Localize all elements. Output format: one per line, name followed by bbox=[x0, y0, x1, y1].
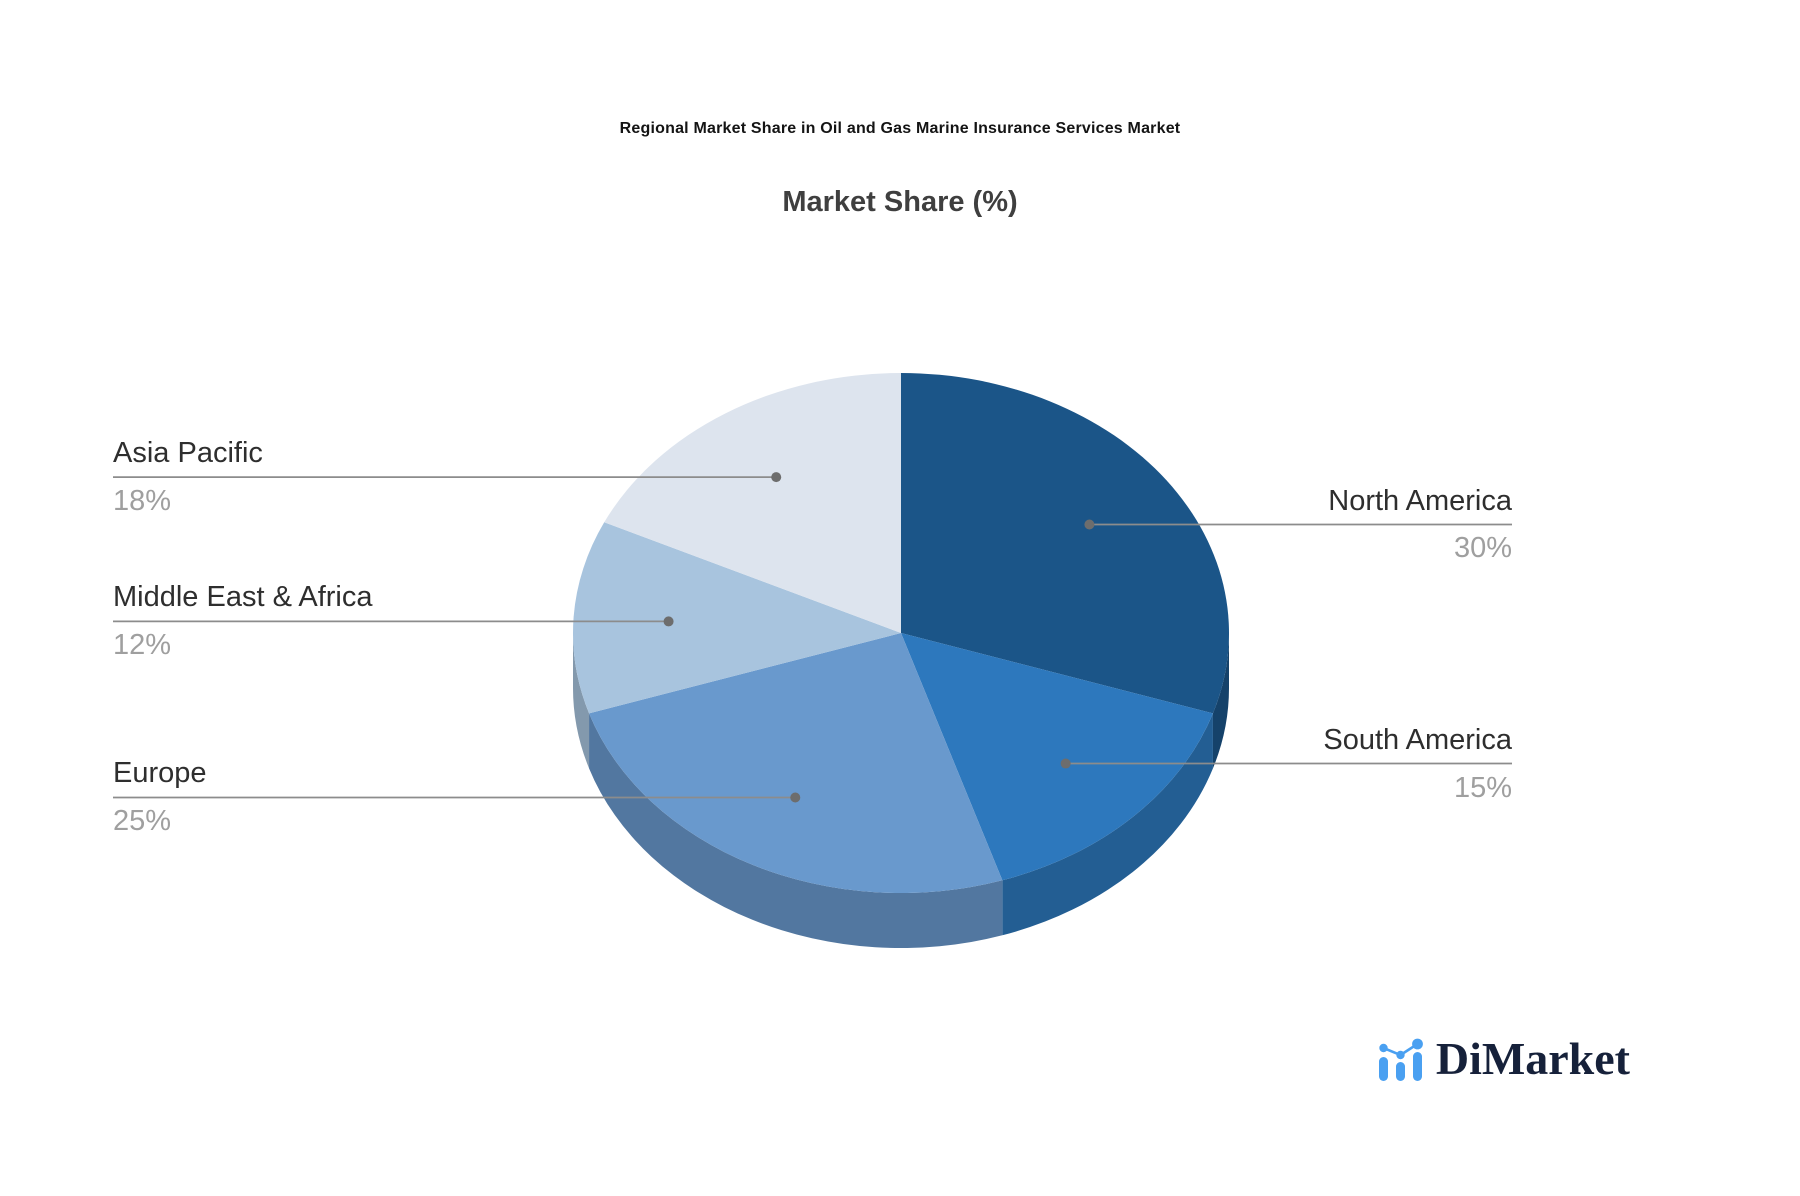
pie-slice-north-america[interactable] bbox=[901, 372, 1229, 714]
slice-label-north-america: North America bbox=[1328, 484, 1512, 517]
slice-value-south-america: 15% bbox=[1453, 771, 1512, 804]
slice-label-asia-pacific: Asia Pacific bbox=[113, 437, 263, 470]
leader-dot bbox=[1084, 519, 1095, 530]
slice-value-europe: 25% bbox=[113, 805, 172, 838]
pie-slice-side-europe bbox=[589, 713, 1003, 948]
pie-slice-europe[interactable] bbox=[589, 633, 1003, 894]
pie-slice-asia-pacific[interactable] bbox=[604, 373, 901, 633]
brand-logo: DiMarket bbox=[1378, 1036, 1630, 1082]
leader-dot bbox=[663, 616, 674, 627]
leader-dot bbox=[790, 792, 801, 803]
chart-title: Regional Market Share in Oil and Gas Mar… bbox=[619, 120, 1181, 137]
pie-slice-south-america[interactable] bbox=[901, 633, 1213, 881]
leader-dot bbox=[771, 472, 782, 483]
slice-label-europe: Europe bbox=[113, 757, 207, 790]
pie-slice-side-south-america bbox=[1002, 713, 1213, 936]
leader-dot bbox=[1060, 758, 1071, 769]
pie-slice-side-north-america bbox=[1212, 633, 1229, 769]
pie-slice-side-middle-east-africa bbox=[573, 633, 590, 769]
brand-logo-text: DiMarket bbox=[1435, 1033, 1630, 1084]
slice-label-south-america: South America bbox=[1323, 723, 1512, 756]
slice-value-asia-pacific: 18% bbox=[113, 485, 172, 518]
slice-value-north-america: 30% bbox=[1453, 532, 1512, 565]
chart-subtitle: Market Share (%) bbox=[782, 186, 1018, 218]
pie-slice-middle-east-africa[interactable] bbox=[572, 522, 901, 714]
bar-chart-logo-icon bbox=[1378, 1038, 1423, 1081]
slice-value-middle-east-africa: 12% bbox=[113, 629, 172, 662]
slice-label-middle-east-africa: Middle East & Africa bbox=[113, 581, 373, 614]
